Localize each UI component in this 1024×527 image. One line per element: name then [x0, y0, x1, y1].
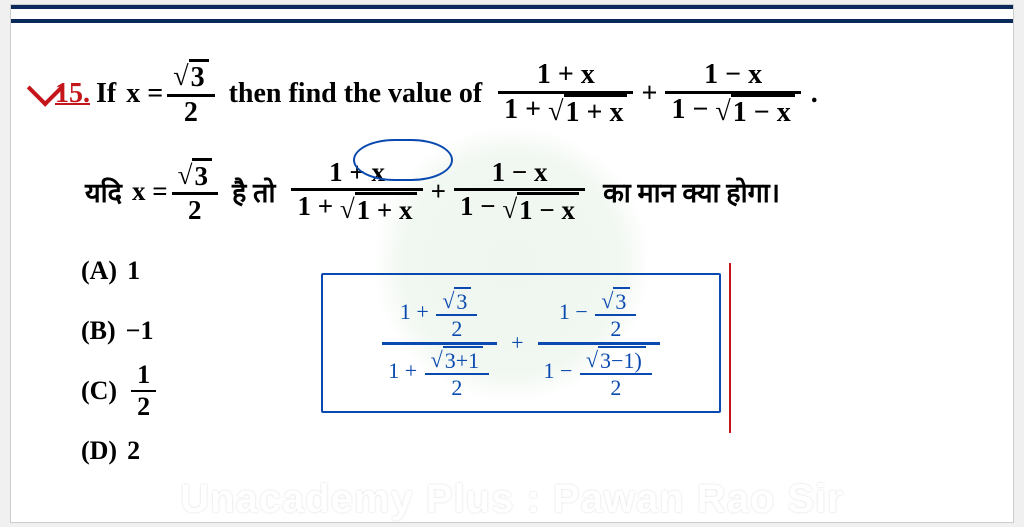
page-sheet: 15. If x = √3 2 then find the value of 1…: [10, 4, 1014, 523]
w-d1b: 3+1: [443, 346, 483, 373]
option-c-num: 1: [131, 360, 156, 390]
option-a: (A) 1: [81, 251, 160, 291]
option-b-label: (B): [81, 317, 116, 346]
ka-maan: का मान क्या होगा।: [603, 173, 780, 210]
option-d: (D) 2: [81, 431, 160, 471]
rad-1mx-a: 1 − x: [731, 94, 795, 129]
num-1mx-b: 1 − x: [486, 157, 554, 188]
w-n1: 1 +: [400, 299, 429, 324]
x-equals-hi: x =: [132, 176, 168, 207]
option-c-den: 2: [131, 392, 156, 422]
w-2c: 2: [604, 316, 627, 341]
red-vertical-mark: [729, 263, 731, 433]
w-d1a: 1 +: [388, 357, 417, 382]
den-1m-b: 1 −: [460, 191, 496, 221]
option-d-label: (D): [81, 437, 117, 466]
expr-frac-1: 1 + x 1 + √1 + x: [498, 59, 633, 129]
handwritten-work-box: 1 + √3 2 1 + √3+1 2 + 1 −: [321, 273, 721, 413]
option-c-label: (C): [81, 377, 117, 406]
w-d2a: 1 −: [544, 357, 573, 382]
question-block: 15. If x = √3 2 then find the value of 1…: [39, 59, 993, 226]
w-2d: 2: [604, 375, 627, 400]
plus-a: +: [641, 78, 657, 110]
num-1px-b: 1 + x: [323, 157, 391, 188]
plus-b: +: [431, 176, 446, 207]
frac-root3-over-2: √3 2: [167, 59, 214, 129]
option-d-value: 2: [127, 437, 140, 466]
top-rule-2: [11, 19, 1013, 23]
hai-to: है तो: [232, 173, 275, 210]
work-frac-2: 1 − √3 2 1 − √3−1) 2: [538, 286, 660, 401]
x-equals: x =: [126, 78, 163, 110]
question-line-hi: यदि x = √3 2 है तो 1 + x 1 + √1 + x +: [39, 157, 993, 226]
two-a: 2: [178, 97, 204, 129]
options-block: (A) 1 (B) −1 (C) 1 2 (D) 2: [81, 251, 160, 491]
if-text-en: If: [96, 78, 116, 110]
two-b: 2: [182, 195, 208, 226]
option-c: (C) 1 2: [81, 371, 160, 411]
num-1mx-a: 1 − x: [698, 59, 768, 91]
den-1p-b: 1 +: [297, 191, 333, 221]
w-n2: 1 −: [559, 299, 588, 324]
sqrt3: 3: [189, 59, 209, 94]
question-line-en: 15. If x = √3 2 then find the value of 1…: [39, 59, 993, 129]
footer-watermark: Unacademy Plus : Pawan Rao Sir: [11, 477, 1013, 522]
option-a-value: 1: [127, 257, 140, 286]
w-plus: +: [511, 330, 523, 356]
work-frac-1: 1 + √3 2 1 + √3+1 2: [382, 286, 497, 401]
w-2b: 2: [445, 375, 468, 400]
option-a-label: (A): [81, 257, 117, 286]
w-2a: 2: [445, 316, 468, 341]
frac-root3-over-2-hi: √3 2: [172, 157, 218, 226]
then-find: then find the value of: [229, 78, 483, 110]
question-number: 15.: [55, 78, 90, 110]
w-r3b: 3: [613, 287, 630, 314]
expr-frac-2-hi: 1 − x 1 − √1 − x: [454, 157, 585, 226]
sqrt3-b: 3: [192, 158, 212, 192]
if-text-hi: यदि: [85, 173, 122, 210]
option-b: (B) −1: [81, 311, 160, 351]
full-stop: .: [811, 78, 818, 110]
expr-frac-1-hi: 1 + x 1 + √1 + x: [291, 157, 422, 226]
option-b-value: −1: [126, 317, 154, 346]
top-rule-1: [11, 5, 1013, 9]
rad-1px-a: 1 + x: [564, 94, 628, 129]
w-r3a: 3: [454, 287, 471, 314]
den-1m-a: 1 −: [671, 94, 708, 125]
option-c-frac: 1 2: [131, 360, 156, 422]
den-1p-a: 1 +: [504, 94, 541, 125]
w-d2b: 3−1): [598, 346, 646, 373]
rad-1mx-b: 1 − x: [517, 192, 579, 226]
expr-frac-2: 1 − x 1 − √1 − x: [665, 59, 800, 129]
num-1px-a: 1 + x: [531, 59, 601, 91]
rad-1px-b: 1 + x: [355, 192, 417, 226]
